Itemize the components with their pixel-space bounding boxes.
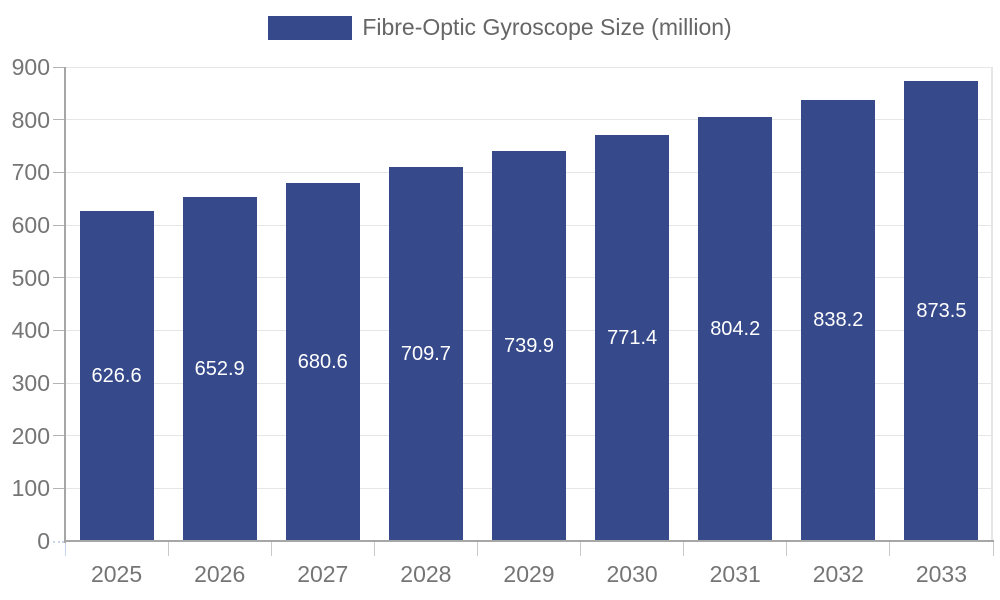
x-tick (580, 542, 582, 556)
y-tick (53, 329, 64, 331)
legend-label: Fibre-Optic Gyroscope Size (million) (362, 14, 732, 40)
y-tick (53, 540, 64, 544)
plot-right-border (991, 67, 993, 541)
x-tick (992, 542, 994, 556)
x-tick (64, 542, 66, 556)
bar[interactable] (904, 80, 979, 541)
y-tick-label: 600 (11, 212, 50, 238)
x-tick-label: 2031 (709, 561, 761, 587)
bar-value-label: 626.6 (91, 364, 142, 387)
x-tick (167, 542, 169, 556)
bar[interactable] (79, 210, 154, 541)
x-tick-label: 2029 (503, 561, 555, 587)
x-tick (786, 542, 788, 556)
y-tick-label: 300 (11, 370, 50, 396)
legend: Fibre-Optic Gyroscope Size (million) (0, 14, 1000, 41)
y-tick-label: 500 (11, 264, 50, 291)
gridline (65, 66, 993, 68)
bar[interactable] (595, 134, 670, 541)
x-axis-line (64, 540, 994, 542)
y-tick (53, 66, 64, 68)
bar[interactable] (698, 117, 773, 541)
plot-area: 626.6 652.9 680.6 709.7 739.9 771.4 804.2 838.2… (65, 66, 993, 541)
x-tick (373, 542, 375, 556)
bar[interactable] (285, 182, 360, 541)
y-tick-label: 800 (11, 106, 50, 133)
x-tick-label: 2025 (90, 561, 143, 587)
bar-value-label: 709.7 (400, 343, 451, 366)
x-tick-label: 2027 (297, 561, 349, 587)
y-tick (53, 435, 64, 437)
y-tick (53, 382, 64, 384)
bar-value-label: 652.9 (194, 358, 245, 381)
x-tick-label: 2026 (194, 561, 246, 587)
bar-value-label: 838.2 (813, 309, 864, 332)
bar-value-label: 804.2 (710, 318, 761, 341)
y-tick (53, 487, 64, 489)
x-tick-label: 2033 (915, 561, 968, 587)
y-tick-label: 0 (37, 528, 50, 554)
x-tick (270, 542, 272, 556)
y-axis-line (64, 67, 66, 543)
bar-value-label: 873.5 (916, 299, 967, 322)
bar-value-label: 680.6 (297, 350, 348, 373)
y-tick-label: 200 (11, 422, 50, 449)
gridline (65, 119, 993, 121)
bar[interactable] (388, 167, 463, 541)
y-tick-label: 900 (11, 54, 50, 80)
legend-swatch-icon (268, 15, 353, 40)
y-tick (53, 277, 64, 279)
x-tick (476, 542, 478, 556)
x-tick-label: 2030 (606, 561, 658, 587)
x-tick-label: 2032 (812, 561, 864, 587)
y-tick-label: 100 (11, 475, 50, 502)
legend-item[interactable]: Fibre-Optic Gyroscope Size (million) (268, 14, 732, 41)
bar-value-label: 739.9 (503, 335, 555, 358)
y-tick (53, 119, 64, 121)
bar[interactable] (801, 99, 876, 541)
bar-value-label: 771.4 (607, 326, 658, 349)
x-tick (683, 542, 685, 556)
y-tick-label: 400 (11, 317, 50, 344)
x-tick (889, 542, 891, 556)
y-tick-label: 700 (11, 159, 50, 186)
y-tick (53, 171, 64, 173)
bar[interactable] (182, 197, 257, 541)
x-tick-label: 2028 (400, 561, 452, 587)
bar[interactable] (492, 151, 566, 541)
y-tick (53, 224, 64, 226)
